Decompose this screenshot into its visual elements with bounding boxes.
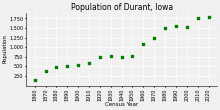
Point	[33, 79, 36, 81]
Point	[76, 64, 80, 66]
Y-axis label: Population: Population	[3, 35, 8, 63]
Title: Population of Durant, Iowa: Population of Durant, Iowa	[71, 3, 173, 12]
Point	[87, 62, 91, 63]
Point	[120, 56, 123, 58]
Point	[163, 27, 167, 29]
Point	[98, 56, 102, 58]
Point	[55, 66, 58, 68]
Point	[109, 55, 112, 57]
X-axis label: Census Year: Census Year	[105, 102, 138, 107]
Point	[185, 26, 189, 28]
Point	[66, 65, 69, 67]
Point	[174, 25, 178, 27]
Point	[44, 70, 47, 72]
Point	[196, 17, 199, 19]
Point	[152, 37, 156, 38]
Point	[141, 43, 145, 45]
Point	[131, 55, 134, 57]
Point	[207, 16, 210, 18]
